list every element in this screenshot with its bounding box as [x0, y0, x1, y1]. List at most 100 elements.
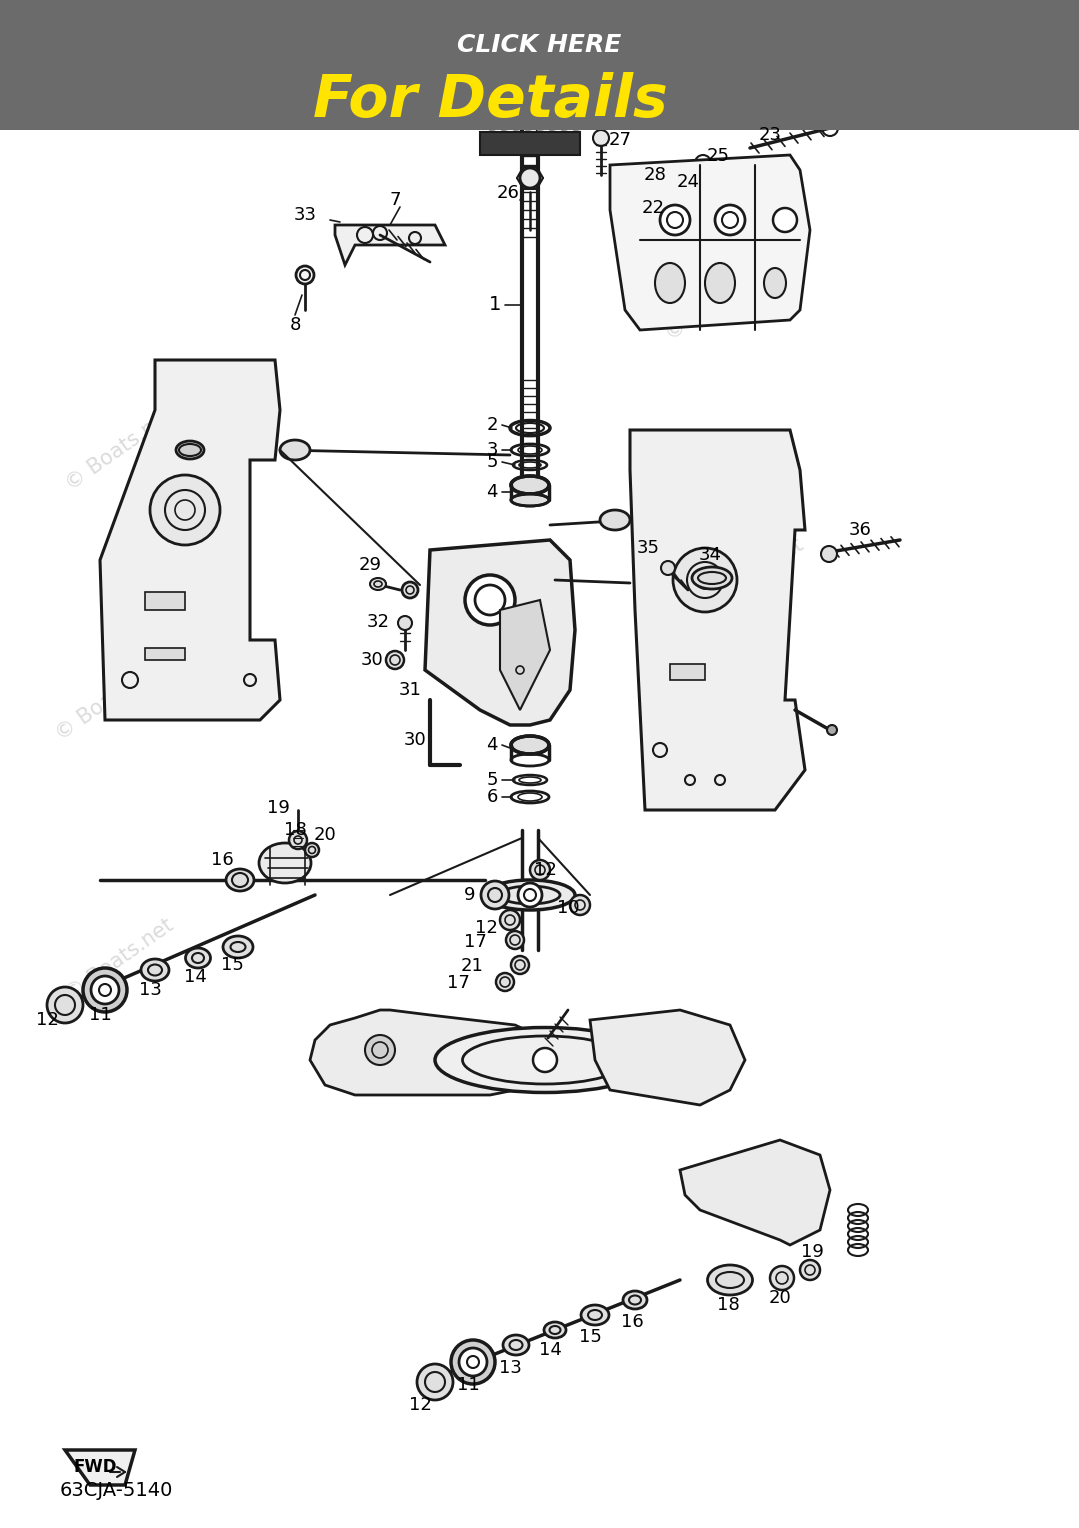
Circle shape — [593, 130, 609, 147]
Ellipse shape — [484, 880, 575, 911]
Text: 14: 14 — [183, 969, 206, 986]
Text: 16: 16 — [620, 1313, 643, 1331]
Ellipse shape — [623, 1291, 647, 1309]
Circle shape — [661, 561, 675, 575]
Text: 11: 11 — [456, 1377, 479, 1394]
Circle shape — [386, 651, 404, 669]
Ellipse shape — [705, 263, 735, 303]
Circle shape — [665, 186, 679, 200]
Circle shape — [773, 208, 797, 232]
Circle shape — [520, 168, 540, 188]
Circle shape — [511, 957, 529, 973]
Circle shape — [451, 1340, 495, 1384]
Text: 30: 30 — [404, 730, 426, 749]
Text: 18: 18 — [284, 821, 306, 839]
Circle shape — [305, 843, 319, 857]
Circle shape — [465, 575, 515, 625]
Text: FWD: FWD — [73, 1458, 117, 1476]
Ellipse shape — [511, 736, 549, 753]
Circle shape — [416, 1365, 453, 1400]
Text: 34: 34 — [698, 545, 722, 564]
Ellipse shape — [600, 510, 630, 530]
Circle shape — [506, 931, 524, 949]
Ellipse shape — [259, 843, 311, 883]
Text: 13: 13 — [498, 1358, 521, 1377]
Circle shape — [398, 616, 412, 630]
Ellipse shape — [141, 960, 169, 981]
Circle shape — [628, 200, 644, 215]
Text: 9: 9 — [464, 886, 476, 905]
Circle shape — [365, 1034, 395, 1065]
Text: 5: 5 — [487, 452, 497, 471]
Text: 23: 23 — [759, 125, 781, 144]
Text: 12: 12 — [409, 1397, 432, 1413]
Ellipse shape — [708, 1265, 752, 1296]
Circle shape — [150, 475, 220, 545]
Circle shape — [800, 1261, 820, 1280]
Ellipse shape — [435, 1027, 655, 1093]
Text: 28: 28 — [643, 167, 667, 183]
Circle shape — [533, 1048, 557, 1073]
Circle shape — [91, 976, 119, 1004]
Polygon shape — [590, 1010, 745, 1105]
Text: 4: 4 — [487, 483, 497, 501]
Circle shape — [530, 860, 550, 880]
Bar — [145, 591, 185, 610]
Ellipse shape — [503, 1335, 529, 1355]
Circle shape — [715, 205, 745, 235]
Text: 31: 31 — [398, 681, 422, 698]
Ellipse shape — [279, 440, 310, 460]
Polygon shape — [500, 601, 550, 711]
Text: © Boats.net: © Boats.net — [663, 255, 778, 345]
Ellipse shape — [223, 937, 252, 958]
Text: 3: 3 — [487, 442, 497, 458]
Text: 10: 10 — [557, 898, 579, 917]
Text: 17: 17 — [447, 973, 469, 992]
Circle shape — [83, 969, 127, 1012]
Circle shape — [496, 973, 514, 992]
Bar — [0, 0, 1079, 130]
Circle shape — [47, 987, 83, 1024]
Circle shape — [481, 882, 509, 909]
Ellipse shape — [370, 578, 386, 590]
Text: 21: 21 — [461, 957, 483, 975]
Text: 1: 1 — [489, 295, 501, 315]
Text: 36: 36 — [848, 521, 872, 539]
Text: 24: 24 — [677, 173, 699, 191]
Text: 15: 15 — [578, 1328, 601, 1346]
Polygon shape — [480, 131, 581, 154]
Text: 20: 20 — [314, 827, 337, 843]
Text: CLICK HERE: CLICK HERE — [456, 34, 622, 57]
Text: 19: 19 — [267, 799, 289, 817]
Ellipse shape — [226, 869, 254, 891]
Circle shape — [296, 266, 314, 284]
Text: 25: 25 — [707, 147, 729, 165]
Text: 12: 12 — [475, 918, 497, 937]
Polygon shape — [310, 1010, 560, 1096]
Text: 12: 12 — [36, 1012, 58, 1028]
Text: 27: 27 — [609, 131, 631, 150]
Ellipse shape — [581, 1305, 609, 1325]
Text: 12: 12 — [533, 860, 557, 879]
Ellipse shape — [511, 494, 549, 506]
Text: 30: 30 — [360, 651, 383, 669]
Polygon shape — [100, 361, 279, 720]
Circle shape — [660, 205, 689, 235]
Circle shape — [518, 883, 542, 908]
Circle shape — [827, 724, 837, 735]
Text: 19: 19 — [801, 1242, 823, 1261]
Ellipse shape — [511, 477, 549, 494]
Circle shape — [631, 167, 648, 183]
Text: 17: 17 — [464, 934, 487, 950]
Ellipse shape — [186, 947, 210, 969]
Text: 22: 22 — [642, 199, 665, 217]
Text: 11: 11 — [88, 1005, 111, 1024]
Text: 18: 18 — [716, 1296, 739, 1314]
Text: 7: 7 — [390, 191, 400, 209]
Text: 14: 14 — [538, 1342, 561, 1358]
Text: 63CJA-5140: 63CJA-5140 — [60, 1481, 174, 1499]
Bar — [145, 648, 185, 660]
Polygon shape — [630, 429, 805, 810]
Ellipse shape — [764, 267, 786, 298]
Text: 26: 26 — [496, 183, 519, 202]
